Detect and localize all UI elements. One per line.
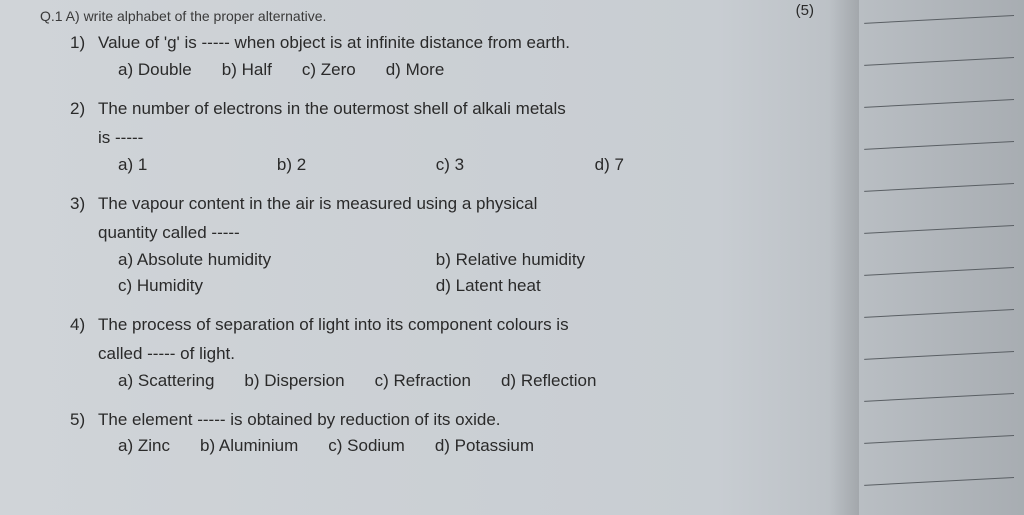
question-number: 4) <box>70 315 98 335</box>
question-text: The process of separation of light into … <box>98 312 569 338</box>
exam-page: Q.1 A) write alphabet of the proper alte… <box>0 0 820 480</box>
option-d: d) More <box>386 60 445 80</box>
option-c: c) Refraction <box>375 371 471 391</box>
options-row: a) Scattering b) Dispersion c) Refractio… <box>118 371 780 397</box>
question-number: 3) <box>70 194 98 214</box>
option-a: a) Absolute humidity <box>118 250 436 270</box>
option-a: a) Scattering <box>118 371 214 391</box>
options-row: a) Zinc b) Aluminium c) Sodium d) Potass… <box>118 436 780 462</box>
question-text: The element ----- is obtained by reducti… <box>98 407 501 433</box>
question-continue: called ----- of light. <box>98 341 780 367</box>
question-line: 3) The vapour content in the air is meas… <box>70 191 780 217</box>
option-d: d) Latent heat <box>436 276 754 296</box>
options-row: a) 1 b) 2 c) 3 d) 7 <box>118 155 780 181</box>
question-5: 5) The element ----- is obtained by redu… <box>70 407 780 463</box>
option-d: d) 7 <box>595 155 754 175</box>
option-d: d) Reflection <box>501 371 596 391</box>
option-b: b) Half <box>222 60 272 80</box>
question-line: 4) The process of separation of light in… <box>70 312 780 338</box>
header-fragment: Q.1 A) write alphabet of the proper alte… <box>40 8 780 24</box>
option-b: b) 2 <box>277 155 436 175</box>
question-3: 3) The vapour content in the air is meas… <box>70 191 780 302</box>
option-c: c) Humidity <box>118 276 436 296</box>
question-number: 2) <box>70 99 98 119</box>
option-c: c) Zero <box>302 60 356 80</box>
option-b: b) Aluminium <box>200 436 298 456</box>
question-line: 5) The element ----- is obtained by redu… <box>70 407 780 433</box>
question-text: Value of 'g' is ----- when object is at … <box>98 30 570 56</box>
option-b: b) Dispersion <box>244 371 344 391</box>
option-a: a) Double <box>118 60 192 80</box>
question-continue: quantity called ----- <box>98 220 780 246</box>
question-2: 2) The number of electrons in the outerm… <box>70 96 780 181</box>
ruled-notebook-lines <box>854 0 1024 515</box>
question-number: 5) <box>70 410 98 430</box>
question-line: 2) The number of electrons in the outerm… <box>70 96 780 122</box>
option-d: d) Potassium <box>435 436 534 456</box>
option-c: c) 3 <box>436 155 595 175</box>
question-number: 1) <box>70 33 98 53</box>
option-c: c) Sodium <box>328 436 405 456</box>
option-b: b) Relative humidity <box>436 250 754 270</box>
question-text: The number of electrons in the outermost… <box>98 96 566 122</box>
option-a: a) Zinc <box>118 436 170 456</box>
question-continue: is ----- <box>98 125 780 151</box>
marks-label: (5) <box>796 2 814 19</box>
question-text: The vapour content in the air is measure… <box>98 191 537 217</box>
question-1: 1) Value of 'g' is ----- when object is … <box>70 30 780 86</box>
options-row: a) Absolute humidity b) Relative humidit… <box>118 250 780 302</box>
question-4: 4) The process of separation of light in… <box>70 312 780 397</box>
options-row: a) Double b) Half c) Zero d) More <box>118 60 780 86</box>
option-a: a) 1 <box>118 155 277 175</box>
question-line: 1) Value of 'g' is ----- when object is … <box>70 30 780 56</box>
